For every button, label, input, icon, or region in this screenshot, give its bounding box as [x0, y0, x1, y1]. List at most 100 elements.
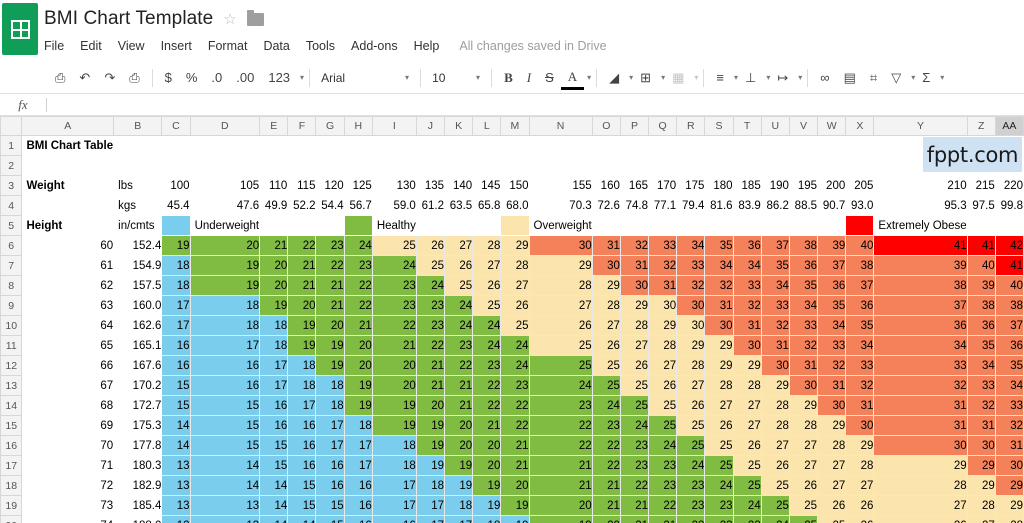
grid-cell[interactable]: 70 — [100, 439, 114, 452]
grid-cell[interactable]: 25 — [789, 495, 819, 516]
grid-cell[interactable]: kgs — [118, 199, 137, 212]
grid-cell[interactable] — [288, 156, 316, 176]
grid-cell[interactable]: 110 — [268, 179, 288, 192]
grid-cell[interactable]: 23 — [372, 295, 417, 316]
grid-cell[interactable]: 31 — [648, 275, 678, 296]
grid-cell[interactable]: 72 — [100, 479, 114, 492]
grid-cell[interactable]: 39 — [817, 235, 847, 256]
grid-cell[interactable] — [733, 136, 761, 156]
grid-cell[interactable]: 16 — [190, 355, 261, 376]
grid-cell[interactable]: 15 — [315, 495, 345, 516]
row-header-7[interactable]: 7 — [0, 255, 23, 276]
grid-cell[interactable]: 21 — [287, 255, 317, 276]
grid-cell[interactable]: 19 — [287, 335, 317, 356]
grid-cell[interactable]: 23 — [620, 435, 650, 456]
grid-cell[interactable]: 31 — [620, 255, 650, 276]
grid-cell[interactable]: 27 — [648, 355, 678, 376]
column-header-t[interactable]: T — [732, 116, 762, 136]
grid-cell[interactable]: 31 — [873, 395, 968, 416]
grid-cell[interactable]: 66 — [100, 359, 114, 372]
grid-cell[interactable]: 22 — [529, 415, 593, 436]
grid-cell[interactable]: 17 — [287, 395, 317, 416]
grid-cell[interactable]: 72.6 — [597, 199, 620, 212]
grid-cell[interactable]: 172.7 — [132, 399, 162, 412]
grid-cell[interactable]: 65.8 — [477, 199, 501, 212]
grid-cell[interactable]: 33 — [761, 295, 790, 316]
grid-cell[interactable]: 14 — [190, 475, 261, 496]
column-header-f[interactable]: F — [287, 116, 317, 136]
grid-cell[interactable]: 135 — [424, 179, 444, 192]
grid-cell[interactable]: 28 — [817, 435, 847, 456]
grid-cell[interactable]: 30 — [733, 335, 762, 356]
column-header-m[interactable]: M — [500, 116, 530, 136]
grid-cell[interactable]: Height — [26, 219, 63, 232]
grid-cell[interactable]: 177.8 — [132, 439, 162, 452]
grid-cell[interactable]: 27 — [817, 455, 847, 476]
grid-cell[interactable]: 27 — [620, 335, 650, 356]
paint-format-icon[interactable]: ⎙ — [129, 69, 140, 85]
grid-cell[interactable]: 26 — [761, 455, 790, 476]
menu-item-format[interactable]: Format — [207, 39, 248, 53]
grid-cell[interactable]: 160.0 — [132, 299, 162, 312]
grid-cell[interactable]: 14 — [287, 515, 317, 523]
grid-cell[interactable] — [501, 156, 529, 176]
grid-cell[interactable]: Weight — [26, 179, 65, 192]
grid-cell[interactable]: 13 — [161, 495, 191, 516]
grid-cell[interactable]: 24 — [444, 315, 474, 336]
grid-cell[interactable] — [846, 156, 874, 176]
grid-cell[interactable]: 19 — [287, 315, 317, 336]
grid-cell[interactable]: 39 — [873, 255, 968, 276]
grid-cell[interactable]: 120 — [324, 179, 344, 192]
grid-cell[interactable]: 15 — [190, 435, 261, 456]
grid-cell[interactable]: 23 — [733, 515, 762, 523]
grid-cell[interactable]: 67 — [100, 379, 114, 392]
grid-cell[interactable]: 41 — [995, 255, 1024, 276]
grid-cell[interactable]: 17 — [344, 435, 373, 456]
grid-cell[interactable]: 28 — [676, 355, 706, 376]
menu-item-insert[interactable]: Insert — [160, 39, 192, 53]
grid-cell[interactable]: 17 — [416, 515, 446, 523]
grid-cell[interactable]: 20 — [444, 435, 474, 456]
grid-cell[interactable]: 14 — [190, 455, 261, 476]
grid-cell[interactable]: 21 — [259, 235, 289, 256]
grid-cell[interactable]: 71 — [100, 459, 114, 472]
grid-cell[interactable]: 32 — [704, 275, 734, 296]
grid-cell[interactable]: 21 — [592, 475, 621, 496]
grid-cell[interactable]: 68.0 — [506, 199, 529, 212]
grid-cell[interactable]: 29 — [733, 355, 762, 376]
grid-cell[interactable]: 99.8 — [1000, 199, 1023, 212]
grid-cell[interactable]: 195 — [797, 179, 818, 192]
grid-cell[interactable] — [260, 216, 288, 236]
grid-cell[interactable]: 25 — [733, 475, 762, 496]
grid-cell[interactable]: 34 — [995, 375, 1024, 396]
grid-cell[interactable]: 19 — [416, 435, 446, 456]
grid-cell[interactable]: 40 — [967, 255, 996, 276]
grid-cell[interactable]: 170.2 — [132, 379, 162, 392]
chevron-down-icon[interactable]: ▾ — [661, 73, 666, 82]
grid-cell[interactable]: 100 — [170, 179, 190, 192]
grid-cell[interactable]: 30 — [817, 395, 847, 416]
print-icon[interactable]: ⎙ — [55, 69, 66, 85]
grid-cell[interactable]: 188.0 — [114, 516, 162, 523]
grid-cell[interactable]: 21 — [500, 435, 530, 456]
grid-cell[interactable]: 28 — [620, 315, 650, 336]
grid-cell[interactable] — [445, 156, 473, 176]
grid-cell[interactable]: 154.9 — [132, 259, 162, 272]
grid-cell[interactable]: 25 — [592, 355, 621, 376]
grid-cell[interactable] — [677, 216, 705, 236]
text-wrap-icon[interactable]: ↦ — [777, 69, 789, 85]
grid-cell[interactable] — [761, 156, 789, 176]
grid-cell[interactable]: 28 — [761, 415, 790, 436]
grid-cell[interactable] — [114, 156, 162, 176]
grid-cell[interactable]: 22 — [444, 355, 474, 376]
grid-cell[interactable]: 24 — [416, 275, 446, 296]
grid-cell[interactable]: 33 — [995, 395, 1024, 416]
grid-cell[interactable]: 24 — [372, 255, 417, 276]
vertical-align-icon[interactable]: ⊥ — [745, 69, 757, 85]
grid-cell[interactable]: 20 — [372, 375, 417, 396]
borders-icon[interactable]: ⊞ — [640, 69, 652, 85]
grid-cell[interactable] — [789, 136, 817, 156]
grid-cell[interactable]: 22 — [592, 455, 621, 476]
grid-cell[interactable]: 49.9 — [264, 199, 288, 212]
grid-cell[interactable]: 28 — [761, 395, 790, 416]
